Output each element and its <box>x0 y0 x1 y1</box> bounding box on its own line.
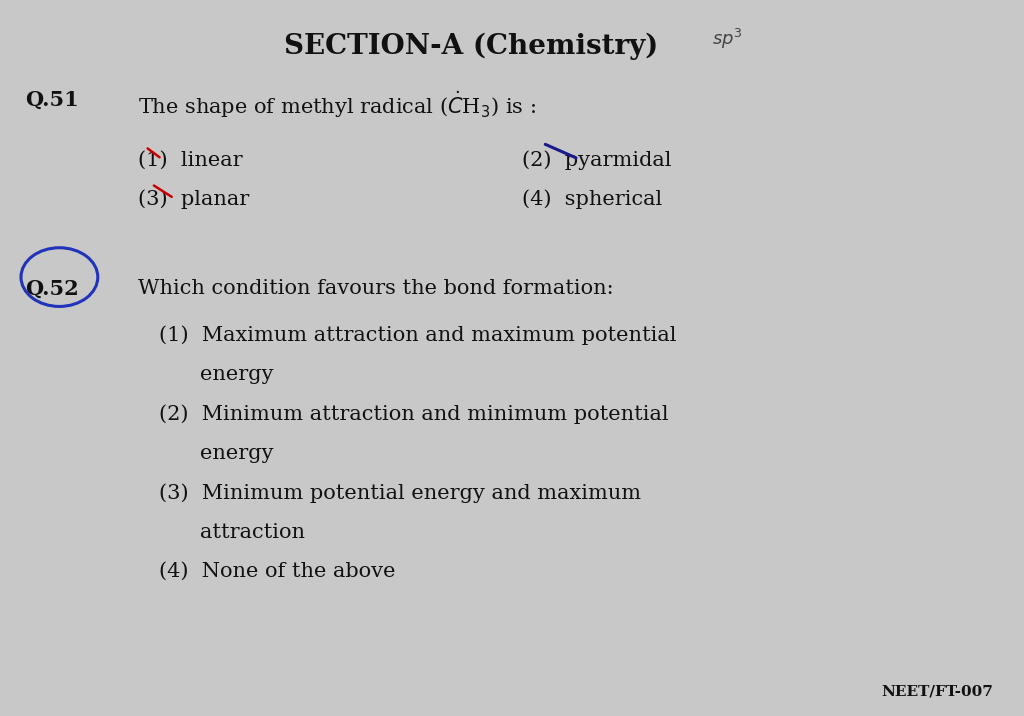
Text: (3)  planar: (3) planar <box>138 190 250 209</box>
Text: NEET/FT-007: NEET/FT-007 <box>882 684 993 698</box>
Text: (2)  pyarmidal: (2) pyarmidal <box>522 150 672 170</box>
Text: (1)  Maximum attraction and maximum potential: (1) Maximum attraction and maximum poten… <box>159 326 676 345</box>
Text: $sp^3$: $sp^3$ <box>712 27 742 52</box>
Text: Which condition favours the bond formation:: Which condition favours the bond formati… <box>138 279 613 299</box>
Text: The shape of methyl radical ($\dot{C}$H$_3$) is :: The shape of methyl radical ($\dot{C}$H$… <box>138 90 537 120</box>
Text: Q.51: Q.51 <box>26 90 79 110</box>
Text: energy: energy <box>200 444 273 463</box>
Text: (4)  None of the above: (4) None of the above <box>159 562 395 581</box>
Text: attraction: attraction <box>200 523 305 542</box>
Text: SECTION-A (Chemistry): SECTION-A (Chemistry) <box>284 32 658 59</box>
Text: (4)  spherical: (4) spherical <box>522 190 663 209</box>
Text: energy: energy <box>200 365 273 384</box>
Text: (2)  Minimum attraction and minimum potential: (2) Minimum attraction and minimum poten… <box>159 405 669 424</box>
Text: Q.52: Q.52 <box>26 279 79 299</box>
Text: (3)  Minimum potential energy and maximum: (3) Minimum potential energy and maximum <box>159 483 641 503</box>
Text: (1)  linear: (1) linear <box>138 150 243 170</box>
